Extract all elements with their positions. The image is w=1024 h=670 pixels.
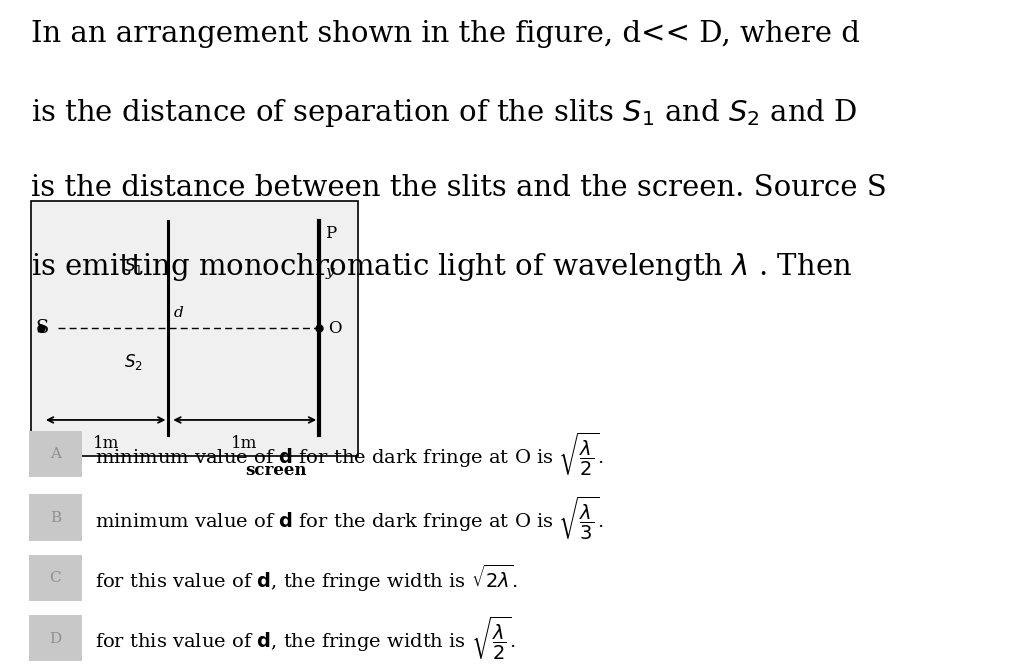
Text: A: A [50, 448, 60, 461]
Text: P: P [326, 224, 337, 242]
Text: is emitting monochromatic light of wavelength $\lambda$ . Then: is emitting monochromatic light of wavel… [31, 251, 852, 283]
FancyBboxPatch shape [29, 555, 82, 601]
Text: is the distance between the slits and the screen. Source S: is the distance between the slits and th… [31, 174, 887, 202]
Text: B: B [50, 511, 60, 525]
FancyBboxPatch shape [29, 615, 82, 661]
FancyBboxPatch shape [29, 494, 82, 541]
Text: is the distance of separation of the slits $S_1$ and $S_2$ and D: is the distance of separation of the sli… [31, 97, 857, 129]
Text: d: d [173, 306, 183, 320]
Text: C: C [49, 572, 61, 585]
Text: y: y [326, 265, 334, 279]
Text: S: S [36, 320, 49, 337]
Text: for this value of $\mathbf{d}$, the fringe width is $\sqrt{2\lambda}$.: for this value of $\mathbf{d}$, the frin… [95, 563, 518, 594]
FancyBboxPatch shape [29, 431, 82, 477]
Text: screen: screen [246, 462, 307, 479]
Text: In an arrangement shown in the figure, d<< D, where d: In an arrangement shown in the figure, d… [31, 20, 859, 48]
Text: minimum value of $\mathbf{d}$ for the dark fringe at O is $\sqrt{\dfrac{\lambda}: minimum value of $\mathbf{d}$ for the da… [95, 431, 603, 478]
Text: 1m: 1m [230, 435, 257, 452]
Bar [31, 201, 358, 456]
Text: $S_1$: $S_1$ [124, 255, 142, 275]
Text: $S_2$: $S_2$ [124, 352, 142, 373]
Text: for this value of $\mathbf{d}$, the fringe width is $\sqrt{\dfrac{\lambda}{2}}$.: for this value of $\mathbf{d}$, the frin… [95, 615, 516, 662]
Text: 1m: 1m [92, 435, 119, 452]
Text: D: D [49, 632, 61, 645]
Text: minimum value of $\mathbf{d}$ for the dark fringe at O is $\sqrt{\dfrac{\lambda}: minimum value of $\mathbf{d}$ for the da… [95, 494, 603, 541]
Text: O: O [329, 320, 342, 337]
